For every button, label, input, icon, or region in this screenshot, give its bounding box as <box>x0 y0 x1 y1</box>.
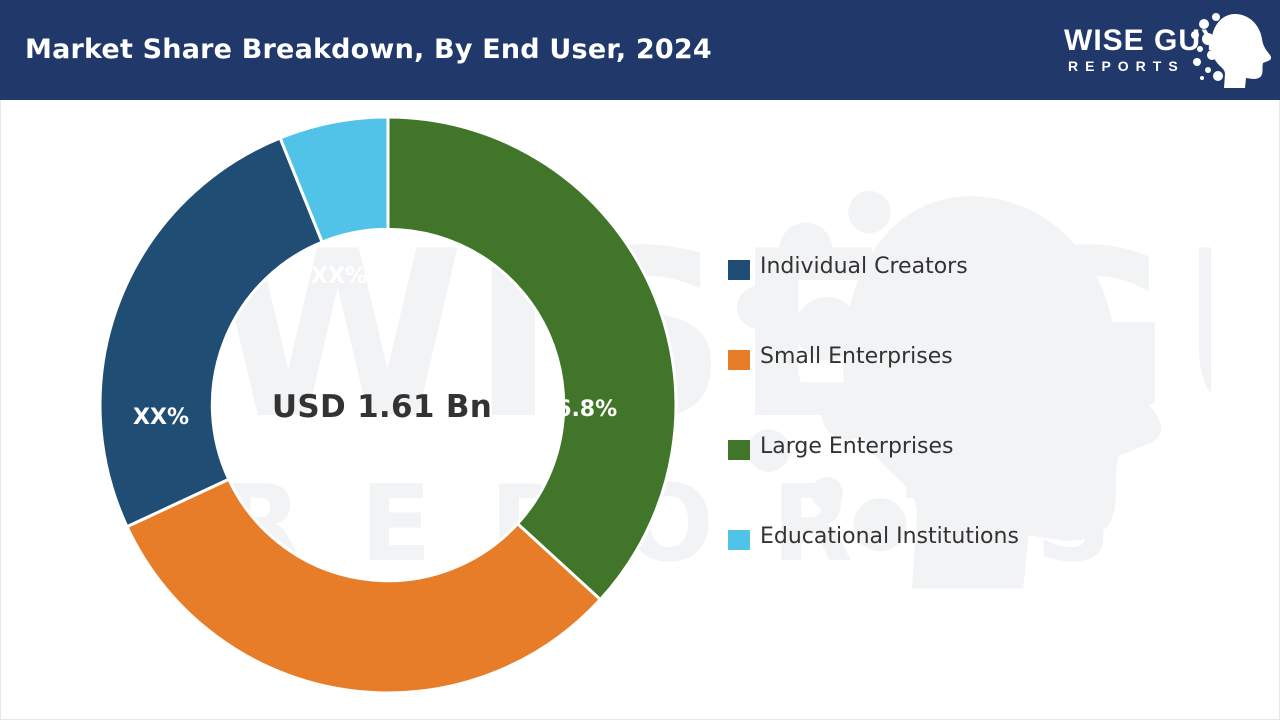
donut-slice[interactable] <box>98 136 325 529</box>
logo-wordmark-primary: WISE GUY <box>1064 24 1223 57</box>
head-profile-dots-icon <box>1191 13 1272 88</box>
legend-item-large-enterprises[interactable]: Large Enterprises <box>728 430 1208 520</box>
legend-item-label: Small Enterprises <box>760 344 953 369</box>
legend-item-educational-institutions[interactable]: Educational Institutions <box>728 520 1208 610</box>
logo-wordmark-secondary: REPORTS <box>1068 58 1185 74</box>
slice-label-educational-institutions: XX% <box>311 264 367 289</box>
donut-slice[interactable] <box>386 115 678 602</box>
brand-logo: WISE GUY REPORTS <box>1062 8 1274 92</box>
page-header: Market Share Breakdown, By End User, 202… <box>0 0 1280 100</box>
donut-center-value: USD 1.61 Bn <box>271 389 493 425</box>
donut-chart: USD 1.61 Bn 36.8% XX% XX% XX% <box>1 100 721 719</box>
chart-legend: Individual Creators Small Enterprises La… <box>728 250 1208 610</box>
legend-swatch-icon <box>728 440 750 460</box>
slice-label-large-enterprises: 36.8% <box>540 397 618 422</box>
legend-swatch-icon <box>728 350 750 370</box>
donut-svg <box>98 115 678 695</box>
slice-label-individual-creators: XX% <box>133 405 189 430</box>
legend-item-label: Large Enterprises <box>760 434 954 459</box>
donut-slice[interactable] <box>124 477 603 695</box>
legend-swatch-icon <box>728 530 750 550</box>
legend-item-label: Individual Creators <box>760 254 968 279</box>
legend-item-individual-creators[interactable]: Individual Creators <box>728 250 1208 340</box>
donut-slice[interactable] <box>278 115 390 245</box>
page-title: Market Share Breakdown, By End User, 202… <box>25 34 712 65</box>
legend-item-small-enterprises[interactable]: Small Enterprises <box>728 340 1208 430</box>
legend-swatch-icon <box>728 260 750 280</box>
legend-item-label: Educational Institutions <box>760 524 1019 549</box>
chart-panel: WISE GUY REPORTS USD 1.61 Bn <box>0 100 1280 720</box>
